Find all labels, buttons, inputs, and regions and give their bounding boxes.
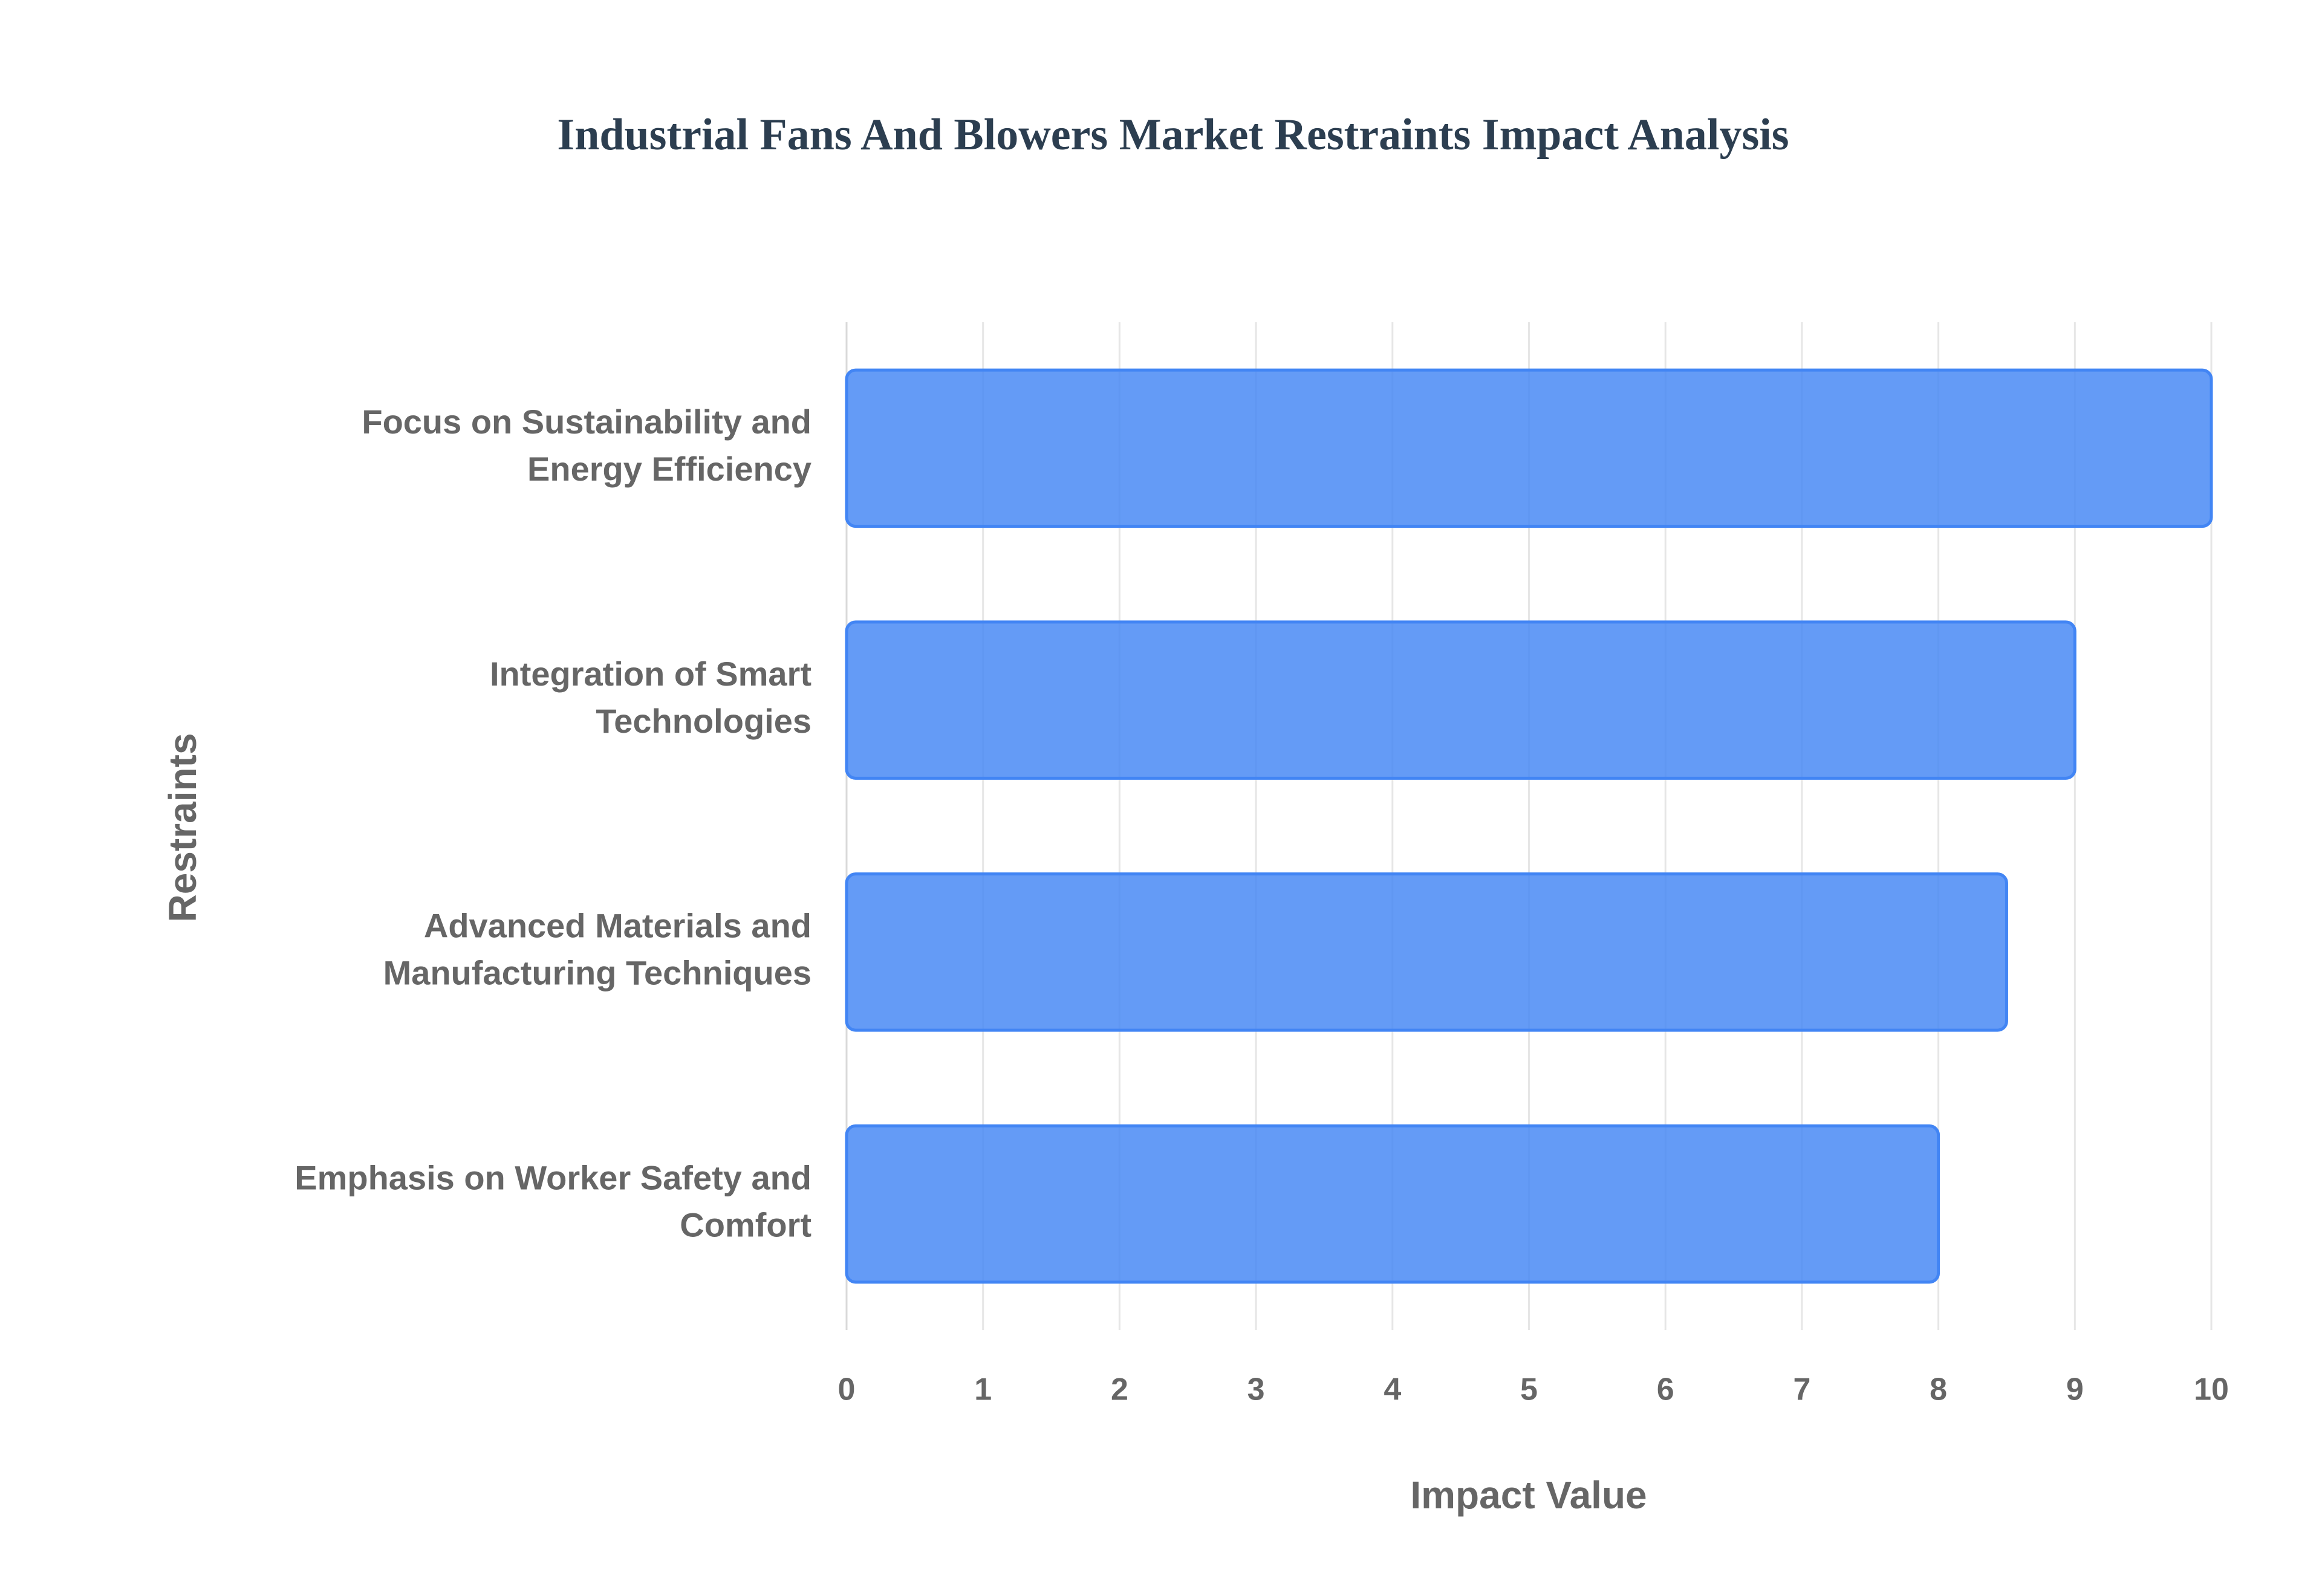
x-tick-label: 10	[2194, 1372, 2229, 1407]
y-tick-label: Advanced Materials and Manufacturing Tech…	[383, 907, 811, 992]
y-tick-label: Focus on Sustainability and Energy Effici…	[362, 403, 811, 488]
x-axis-title: Impact Value	[1410, 1473, 1647, 1517]
x-tick-label: 5	[1520, 1372, 1538, 1407]
x-tick-label: 0	[838, 1372, 856, 1407]
x-tick-label: 1	[974, 1372, 992, 1407]
chart-title: Industrial Fans And Blowers Market Restr…	[557, 110, 1789, 160]
x-tick-label: 2	[1111, 1372, 1128, 1407]
bar	[845, 368, 2213, 528]
x-tick-label: 3	[1247, 1372, 1265, 1407]
x-tick-label: 9	[2066, 1372, 2084, 1407]
y-tick-label: Integration of Smart Technologies	[490, 655, 811, 740]
bar	[845, 620, 2076, 780]
y-tick-label: Emphasis on Worker Safety and Comfort	[294, 1158, 811, 1244]
y-axis-title: Restraints	[161, 733, 204, 923]
x-tick-label: 8	[1930, 1372, 1947, 1407]
bar	[845, 872, 2008, 1032]
x-tick-label: 7	[1793, 1372, 1810, 1407]
x-tick-label: 4	[1384, 1372, 1401, 1407]
bar	[845, 1124, 1940, 1284]
x-tick-label: 6	[1657, 1372, 1674, 1407]
